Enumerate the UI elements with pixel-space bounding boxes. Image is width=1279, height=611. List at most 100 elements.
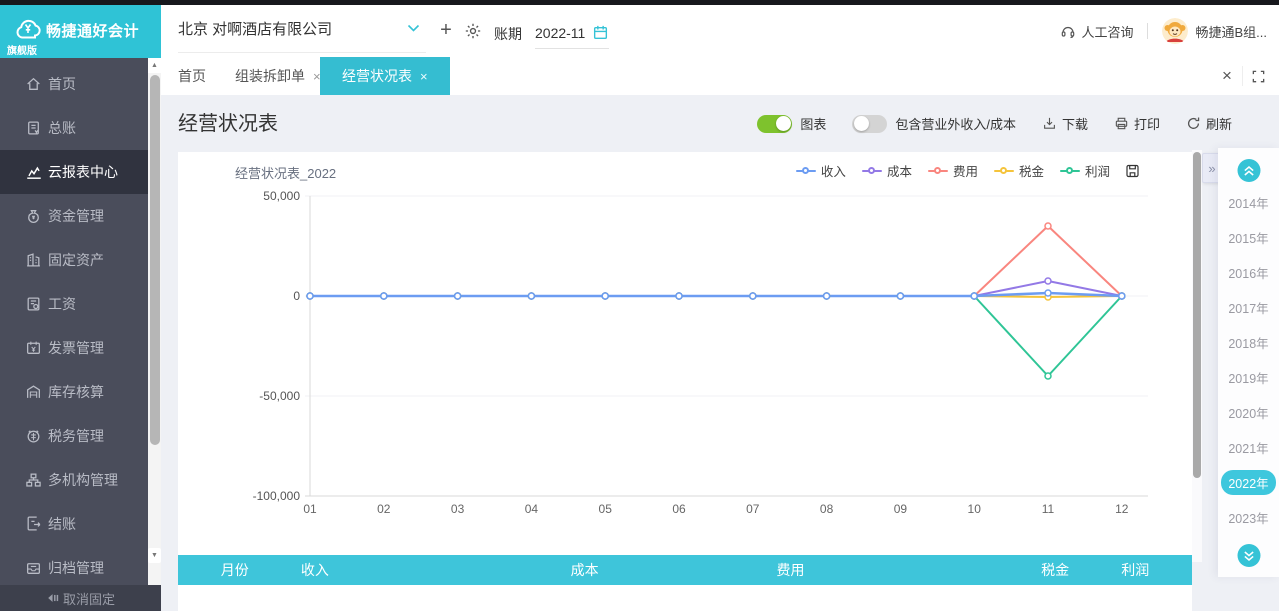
chart-title: 经营状况表_2022 <box>235 166 337 181</box>
legend-item-cost[interactable]: 成本 <box>861 161 912 180</box>
year-item[interactable]: 2021年 <box>1228 442 1269 456</box>
sidebar-item-fixed-assets[interactable]: 固定资产 <box>0 238 148 282</box>
unpin-sidebar-button[interactable]: 取消固定 <box>0 585 161 611</box>
fixed-assets-icon <box>25 252 42 269</box>
report-toolbar: 图表 包含营业外收入/成本 下载 打印 刷新 <box>757 114 1232 133</box>
sidebar-item-closing[interactable]: 结账 <box>0 502 148 546</box>
page-title: 经营状况表 <box>178 113 278 135</box>
sidebar-scroll-up-icon[interactable]: ▲ <box>148 58 161 73</box>
include-nonoperating-toggle[interactable] <box>852 114 888 133</box>
year-item[interactable]: 2016年 <box>1228 267 1269 281</box>
svg-text:07: 07 <box>746 502 760 516</box>
ledger-icon <box>25 120 42 137</box>
table-header: 月份 收入 成本 费用 税金 利润 <box>178 555 1192 585</box>
year-item-selected[interactable]: 2022年 <box>1218 465 1279 500</box>
tab-assembly[interactable]: 组装拆卸单 × <box>235 68 321 84</box>
refresh-button[interactable]: 刷新 <box>1186 114 1232 133</box>
window-top-strip <box>0 0 1279 5</box>
fullscreen-icon[interactable] <box>1243 62 1273 90</box>
report-panel: 经营状况表_2022 收入 成本 费用 税金 利润 <box>178 152 1192 611</box>
unpin-label: 取消固定 <box>62 591 115 607</box>
home-icon <box>25 76 42 93</box>
include-toggle-group: 包含营业外收入/成本 <box>852 114 1016 133</box>
close-all-tabs-icon[interactable]: × <box>1222 66 1232 85</box>
gear-icon[interactable] <box>464 22 482 40</box>
brand-edition: 旗舰版 <box>7 46 37 57</box>
period-picker[interactable]: 2022-11 <box>535 17 610 49</box>
calendar-icon <box>592 24 609 41</box>
legend-item-profit[interactable]: 利润 <box>1059 161 1110 180</box>
topbar: 北京 对啊酒店有限公司 + 账期 2022-11 人工咨询 <box>161 5 1279 57</box>
col-expense: 费用 <box>776 562 805 578</box>
save-chart-image-button[interactable] <box>1122 162 1142 180</box>
year-item[interactable]: 2018年 <box>1228 337 1269 351</box>
year-scroll-down-button[interactable] <box>1237 544 1260 567</box>
period-label: 账期 <box>494 26 522 42</box>
sidebar-item-funds[interactable]: 资金管理 <box>0 194 148 238</box>
chart-toggle[interactable] <box>757 114 793 133</box>
support-label: 人工咨询 <box>1081 24 1134 40</box>
sidebar-item-invoices[interactable]: 发票管理 <box>0 326 148 370</box>
sidebar-scrollbar[interactable]: ▲ ▼ <box>148 58 161 585</box>
sidebar-item-inventory[interactable]: 库存核算 <box>0 370 148 414</box>
chart-legend: 收入 成本 费用 税金 利润 <box>780 161 1142 180</box>
headset-icon <box>1062 26 1075 39</box>
year-scroll-up-button[interactable] <box>1237 159 1260 182</box>
year-item[interactable]: 2017年 <box>1228 302 1269 316</box>
cloud-report-icon <box>25 163 43 181</box>
topbar-right: 人工咨询 畅捷通B组... <box>1060 5 1267 57</box>
sidebar-item-salary[interactable]: 工资 <box>0 282 148 326</box>
download-icon <box>1044 117 1055 129</box>
brand-logo: 畅捷通好会计 旗舰版 <box>0 5 161 58</box>
user-menu[interactable]: 畅捷通B组... <box>1162 18 1267 44</box>
inventory-icon <box>25 384 42 401</box>
svg-text:-50,000: -50,000 <box>259 389 300 403</box>
support-button[interactable]: 人工咨询 <box>1060 22 1133 41</box>
year-item[interactable]: 2023年 <box>1228 512 1269 526</box>
sidebar-item-home[interactable]: 首页 <box>0 62 148 106</box>
main-scrollbar-thumb[interactable] <box>1193 152 1201 478</box>
chevron-down-icon <box>407 24 420 33</box>
double-chevron-down-icon <box>1243 550 1254 561</box>
svg-text:-100,000: -100,000 <box>253 489 301 503</box>
tab-business-status[interactable]: 经营状况表 × <box>320 57 450 95</box>
sidebar-scrollbar-thumb[interactable] <box>149 75 160 445</box>
legend-item-tax[interactable]: 税金 <box>993 161 1044 180</box>
sidebar-item-multi-org[interactable]: 多机构管理 <box>0 458 148 502</box>
close-tab-icon[interactable]: × <box>420 68 428 84</box>
sidebar-item-general-ledger[interactable]: 总账 <box>0 106 148 150</box>
add-account-button[interactable]: + <box>440 19 452 41</box>
invoice-icon <box>25 340 42 357</box>
year-item[interactable]: 2015年 <box>1228 232 1269 246</box>
multi-org-icon <box>25 472 42 489</box>
sidebar-scroll-down-icon[interactable]: ▼ <box>148 548 161 563</box>
tab-bar: 首页 组装拆卸单 × 经营状况表 × × <box>161 57 1279 95</box>
svg-text:08: 08 <box>820 502 834 516</box>
legend-item-expense[interactable]: 费用 <box>927 161 978 180</box>
chart-toggle-label: 图表 <box>800 117 827 132</box>
svg-text:09: 09 <box>894 502 908 516</box>
brand-title: 畅捷通好会计 <box>46 23 140 40</box>
legend-item-income[interactable]: 收入 <box>795 161 846 180</box>
cloud-logo-icon <box>13 16 43 42</box>
year-item[interactable]: 2020年 <box>1228 407 1269 421</box>
print-button[interactable]: 打印 <box>1114 114 1160 133</box>
company-select[interactable]: 北京 对啊酒店有限公司 <box>178 5 426 53</box>
main-scrollbar[interactable] <box>1192 150 1202 562</box>
funds-icon <box>25 208 42 225</box>
svg-text:01: 01 <box>303 502 317 516</box>
sidebar-item-tax[interactable]: 税务管理 <box>0 414 148 458</box>
sidebar-menu: 首页 总账 云报表中心 资金管理 固定资产 工资 <box>0 62 148 590</box>
year-item[interactable]: 2014年 <box>1228 197 1269 211</box>
year-item[interactable]: 2019年 <box>1228 372 1269 386</box>
double-chevron-up-icon <box>1243 165 1254 176</box>
sidebar-item-archive[interactable]: 归档管理 <box>0 546 148 590</box>
download-button[interactable]: 下载 <box>1042 114 1088 133</box>
sidebar-item-cloud-reports[interactable]: 云报表中心 <box>0 150 148 194</box>
svg-text:02: 02 <box>377 502 391 516</box>
tab-home[interactable]: 首页 <box>178 68 206 84</box>
chart-toggle-group: 图表 <box>757 114 826 133</box>
close-tab-icon[interactable]: × <box>313 68 321 84</box>
company-name: 北京 对啊酒店有限公司 <box>178 21 333 38</box>
unpin-icon <box>48 594 59 602</box>
